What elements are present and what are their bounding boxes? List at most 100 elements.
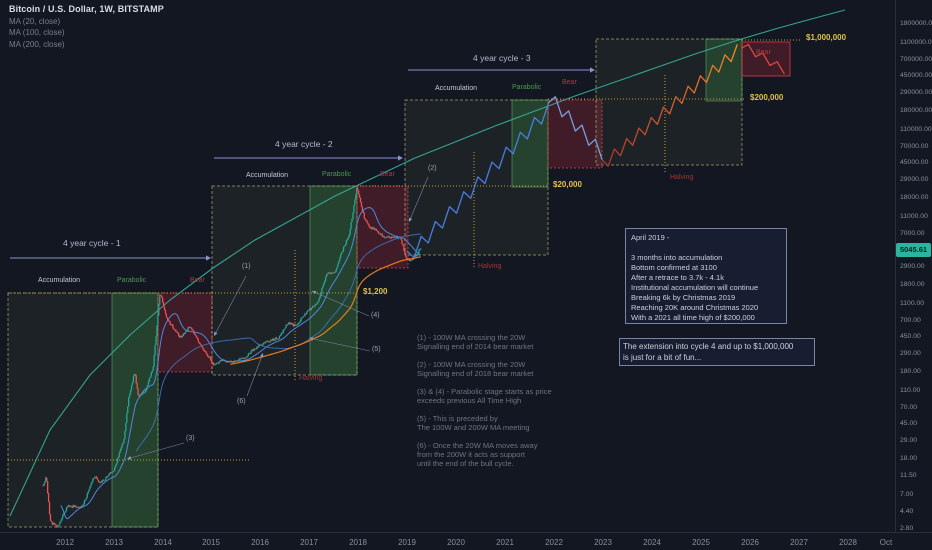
phase-label-bear[interactable]: Bear — [190, 277, 205, 284]
price-tick-label: 110.00 — [900, 387, 921, 394]
bear-phase-box[interactable] — [547, 99, 603, 169]
phase-label-parabolic[interactable]: Parabolic — [322, 171, 352, 178]
price-tick-label: 180000.00 — [900, 107, 932, 114]
marker-leader-line — [311, 290, 370, 317]
accumulation-phase-box[interactable] — [595, 38, 743, 166]
ma-100-line — [135, 233, 421, 452]
symbol-legend[interactable]: Bitcoin / U.S. Dollar, 1W, BITSTAMP MA (… — [9, 4, 164, 49]
bear-phase-box[interactable] — [356, 185, 409, 269]
price-tick-label: 11.50 — [900, 472, 917, 479]
april-2019-note-box[interactable]: April 2019 - 3 months into accumulation B… — [625, 228, 787, 324]
phase-label-accumulation[interactable]: Accumulation — [246, 172, 289, 179]
price-tick-label: 70.00 — [900, 404, 918, 411]
price-tick-label: 180.00 — [900, 368, 921, 375]
marker-label-4[interactable]: (4) — [371, 312, 380, 319]
time-tick-label: Oct — [879, 538, 893, 547]
growth-curve-drawing — [9, 9, 846, 517]
price-tick-label: 29000.00 — [900, 176, 929, 183]
note-line: The 100W and 200W MA meeting — [417, 423, 530, 432]
indicator-legend-row[interactable]: MA (100, close) — [9, 28, 65, 38]
phase-label-bear[interactable]: Bear — [562, 79, 577, 86]
cycle-notes-text[interactable]: (1) - 100W MA crossing the 20W Signalling… — [417, 333, 552, 468]
time-tick-label: 2017 — [300, 538, 318, 547]
last-price-tag: 5045.61 — [896, 243, 931, 257]
time-tick-label: 2012 — [56, 538, 74, 547]
marker-label-1[interactable]: (1) — [242, 263, 251, 270]
price-level-label[interactable]: $1,000,000 — [806, 33, 847, 42]
accumulation-phase-box[interactable] — [404, 99, 549, 256]
april-note-line: April 2019 - — [631, 233, 670, 242]
price-tick-label: 700.00 — [900, 317, 921, 324]
note-line: Signalling end of 2018 bear market — [417, 369, 534, 378]
marker-label-3[interactable]: (3) — [186, 435, 195, 442]
extension-note-box[interactable]: The extension into cycle 4 and up to $1,… — [619, 338, 815, 366]
price-tick-label: 18.00 — [900, 455, 918, 462]
cycle-label[interactable]: 4 year cycle - 1 — [63, 238, 121, 248]
price-tick-label: 450000.00 — [900, 72, 932, 79]
price-tick-label: 700000.00 — [900, 56, 932, 63]
parabolic-phase-box[interactable] — [511, 99, 549, 188]
cycle-label[interactable]: 4 year cycle - 2 — [275, 139, 333, 149]
phase-label-accumulation[interactable]: Accumulation — [435, 85, 478, 92]
marker-leader-line — [246, 352, 264, 397]
halving-label[interactable]: Halving — [299, 375, 323, 382]
projection-cycle4-advance — [601, 44, 738, 167]
price-tick-label: 70000.00 — [900, 143, 929, 150]
candles-layer — [42, 187, 422, 529]
price-level-label[interactable]: $200,000 — [750, 93, 784, 102]
price-axis[interactable]: 1800000.00 1100000.00 700000.00 450000.00 29… — [895, 0, 932, 532]
price-tick-label: 1800000.00 — [900, 20, 932, 27]
marker-leader-arrowhead — [214, 331, 218, 336]
halving-label[interactable]: Halving — [478, 263, 502, 270]
note-line — [417, 432, 552, 441]
time-tick-label: 2022 — [545, 538, 563, 547]
april-note-line: Institutional accumulation will continue — [631, 283, 759, 292]
april-note-line: Breaking 6k by Christmas 2019 — [631, 293, 736, 302]
indicator-legend-row[interactable]: MA (200, close) — [9, 39, 65, 49]
phase-label-bear[interactable]: Bear — [380, 171, 395, 178]
price-tick-label: 1800.00 — [900, 281, 925, 288]
price-tick-label: 2900.00 — [900, 263, 925, 270]
note-line: (6) - Once the 20W MA moves away — [417, 441, 538, 450]
symbol-title[interactable]: Bitcoin / U.S. Dollar, 1W, BITSTAMP — [9, 4, 164, 14]
phase-label-accumulation[interactable]: Accumulation — [38, 277, 81, 284]
time-tick-label: 2019 — [398, 538, 416, 547]
parabolic-phase-box[interactable] — [111, 292, 159, 528]
marker-label-2[interactable]: (2) — [428, 165, 437, 172]
april-note-line — [631, 243, 781, 253]
marker-leader-line — [408, 176, 429, 223]
price-tick-label: 1100000.00 — [900, 39, 932, 46]
marker-leader-line — [308, 337, 371, 352]
projection-cycle3-advance — [406, 102, 550, 259]
extension-note-line: The extension into cycle 4 and up to $1,… — [623, 342, 794, 351]
halving-label[interactable]: Halving — [670, 174, 694, 181]
price-level-label[interactable]: $1,200 — [363, 287, 388, 296]
phase-label-parabolic[interactable]: Parabolic — [117, 277, 147, 284]
april-note-line: Reaching 20K around Christmas 2020 — [631, 303, 759, 312]
price-tick-label: 45.00 — [900, 420, 918, 427]
april-note-line: After a retrace to 3.7k - 4.1k — [631, 273, 724, 282]
time-tick-label: 2016 — [251, 538, 269, 547]
price-tick-label: 1100.00 — [900, 300, 925, 307]
time-axis[interactable]: 2012 2013 2014 2015 2016 2017 2018 2019 2020 2021… — [0, 532, 932, 550]
price-tick-label: 29.00 — [900, 437, 918, 444]
marker-leader-line — [213, 275, 247, 337]
phase-label-bear[interactable]: Bear — [756, 49, 771, 56]
price-level-label[interactable]: $20,000 — [553, 180, 582, 189]
time-tick-label: 2014 — [154, 538, 172, 547]
price-tick-label: 290.00 — [900, 350, 921, 357]
april-note-line: Bottom confirmed at 3100 — [631, 263, 717, 272]
marker-label-5[interactable]: (5) — [372, 346, 381, 353]
extension-note-line: is just for a bit of fun... — [623, 353, 702, 362]
phase-label-parabolic[interactable]: Parabolic — [512, 84, 542, 91]
time-tick-label: 2020 — [447, 538, 465, 547]
indicator-legend-row[interactable]: MA (20, close) — [9, 16, 61, 26]
note-line — [417, 351, 552, 360]
cycle-label[interactable]: 4 year cycle - 3 — [473, 53, 531, 63]
cycle-arrowhead — [206, 255, 211, 261]
marker-leader-arrowhead — [259, 353, 264, 358]
marker-label-6[interactable]: (6) — [237, 398, 246, 405]
accumulation-phase-box[interactable] — [211, 185, 358, 376]
